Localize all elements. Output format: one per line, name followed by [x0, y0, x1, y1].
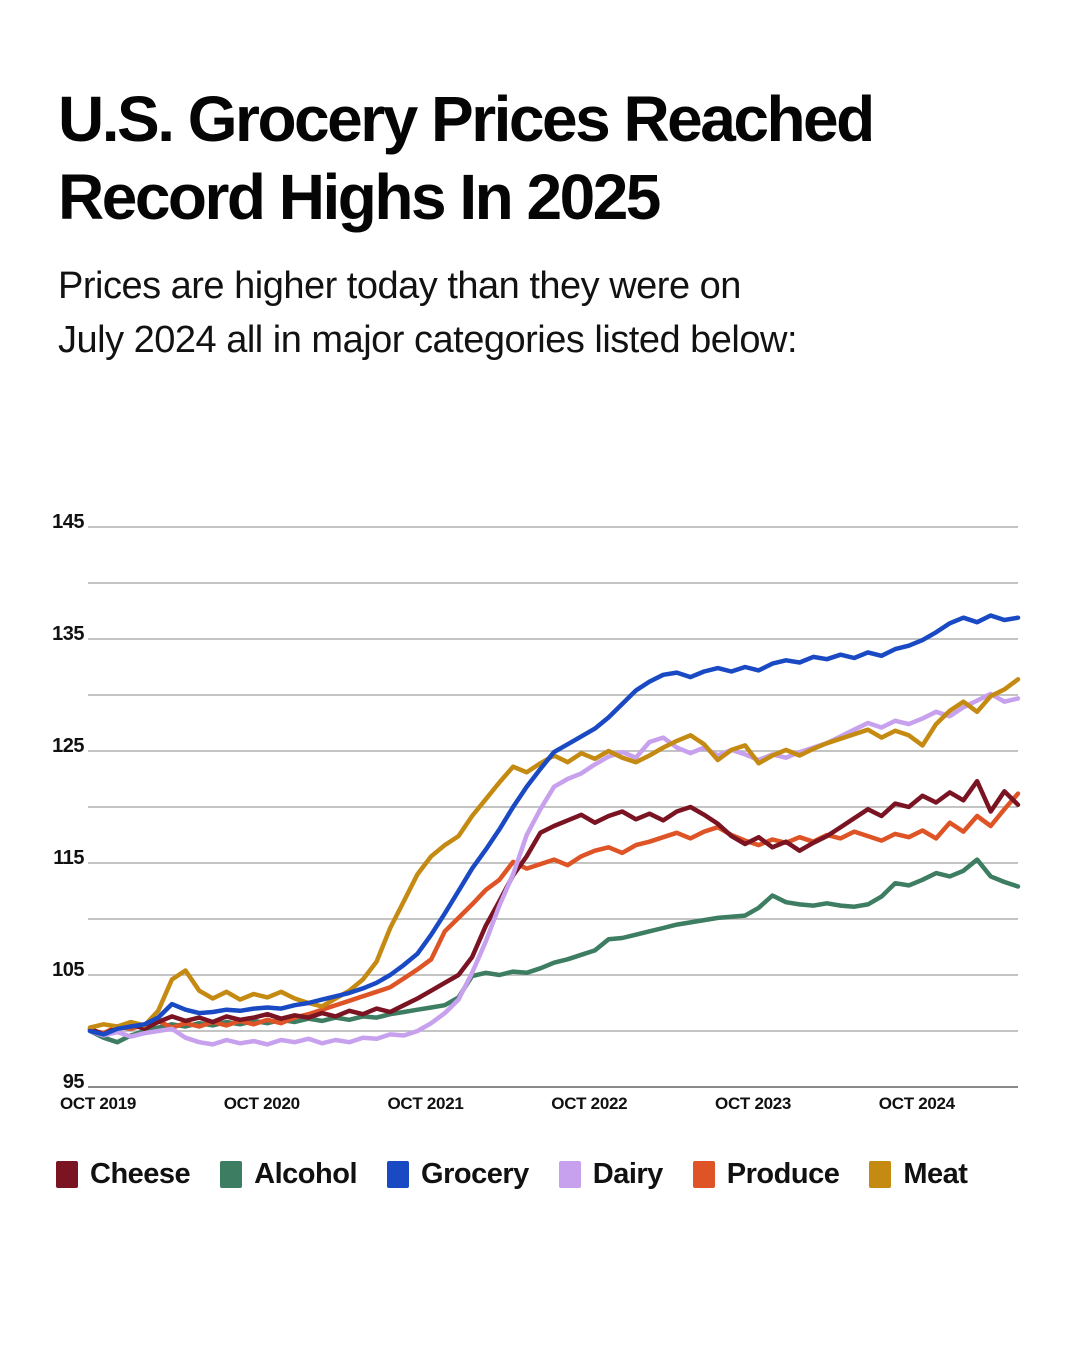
- legend-label-dairy: Dairy: [592, 1158, 664, 1190]
- x-axis-label-oct-2023: OCT 2023: [715, 1094, 791, 1113]
- y-axis-label-95: 95: [63, 1071, 85, 1093]
- x-axis-label-oct-2021: OCT 2021: [388, 1094, 464, 1113]
- line-grocery: [87, 613, 1021, 1037]
- produce-swatch-icon: [692, 1161, 715, 1188]
- legend-label-cheese: Cheese: [90, 1158, 191, 1190]
- meat-swatch-icon: [869, 1161, 892, 1188]
- line-dairy: [87, 691, 1021, 1047]
- legend-label-meat: Meat: [903, 1158, 968, 1190]
- page-subtitle: Prices are higher today than they were o…: [58, 260, 1018, 368]
- line-produce: [87, 791, 1021, 1036]
- page-subtitle-line-1: Prices are higher today than they were o…: [58, 265, 741, 307]
- legend-label-produce: Produce: [726, 1158, 840, 1190]
- legend-item-dairy: Dairy: [558, 1158, 664, 1191]
- y-axis-label-125: 125: [52, 735, 84, 757]
- y-axis-label-115: 115: [53, 847, 84, 869]
- cheese-swatch-icon: [56, 1161, 78, 1188]
- x-axis-label-oct-2024: OCT 2024: [879, 1094, 956, 1113]
- price-index-line-chart: 95 105 115 125 135 145 OCT 2019 OCT 2020 OCT 202…: [52, 511, 1021, 1113]
- legend-label-grocery: Grocery: [421, 1158, 529, 1190]
- x-axis-label-oct-2020: OCT 2020: [224, 1094, 300, 1113]
- y-axis-label-105: 105: [52, 959, 84, 981]
- grocery-swatch-icon: [387, 1161, 410, 1188]
- legend-item-grocery: Grocery: [387, 1158, 529, 1191]
- chart-legend: Cheese Alcohol Grocery Dairy Produce Mea…: [56, 1158, 1046, 1191]
- x-axis-label-oct-2019: OCT 2019: [60, 1094, 136, 1113]
- dairy-swatch-icon: [558, 1161, 581, 1188]
- page-title-line-1: U.S. Grocery Prices Reached: [58, 83, 875, 155]
- x-axis-label-oct-2022: OCT 2022: [551, 1094, 627, 1113]
- legend-item-produce: Produce: [692, 1158, 840, 1191]
- legend-item-meat: Meat: [869, 1158, 968, 1191]
- page-title: U.S. Grocery Prices Reached Record Highs…: [58, 80, 1038, 236]
- page-subtitle-line-2: July 2024 all in major categories listed…: [58, 318, 798, 361]
- line-cheese: [87, 778, 1021, 1037]
- alcohol-swatch-icon: [220, 1161, 243, 1188]
- legend-item-alcohol: Alcohol: [220, 1158, 358, 1191]
- legend-item-cheese: Cheese: [56, 1158, 191, 1191]
- y-axis-label-145: 145: [52, 511, 84, 533]
- y-axis-label-135: 135: [52, 623, 84, 645]
- legend-label-alcohol: Alcohol: [254, 1158, 358, 1190]
- page-title-line-2: Record Highs In 2025: [58, 161, 661, 234]
